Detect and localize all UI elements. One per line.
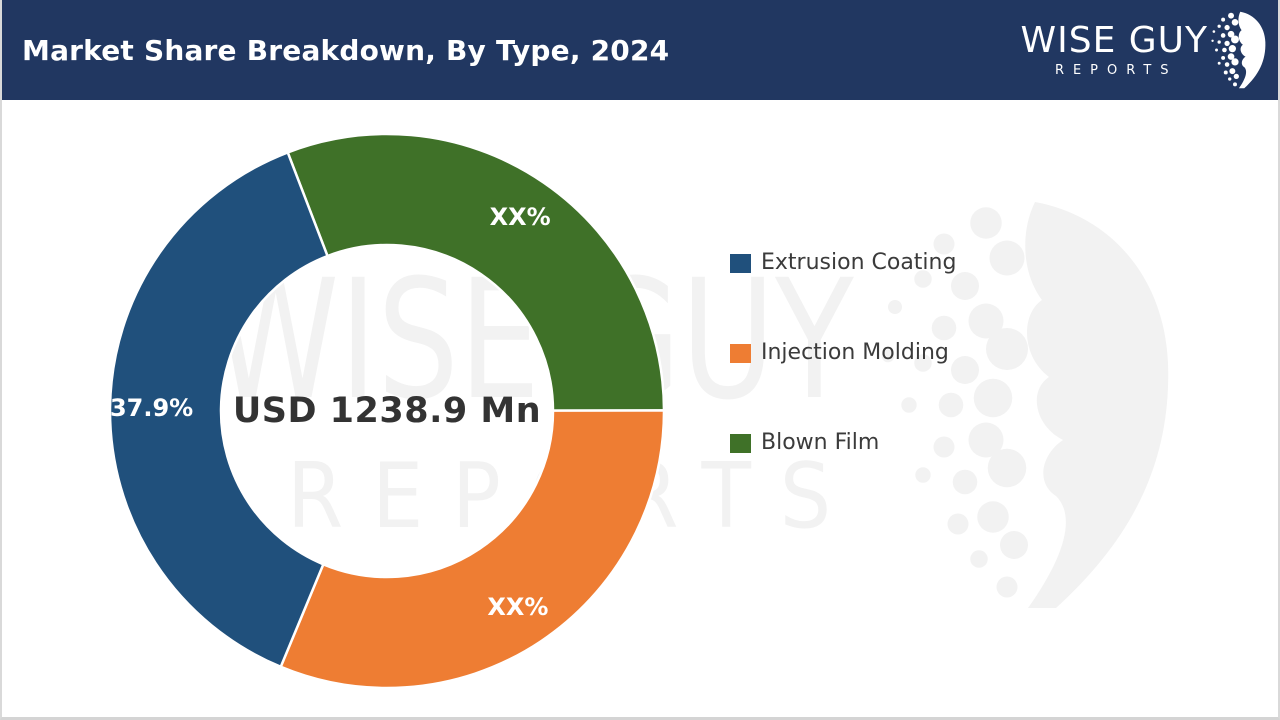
donut-chart: XX% XX% 37.9% xyxy=(108,132,666,690)
donut-segment-injection-molding xyxy=(279,409,666,690)
wiseguy-face-icon xyxy=(1202,10,1268,90)
brand-name: WISE GUY xyxy=(1020,19,1208,61)
header-bar: Market Share Breakdown, By Type, 2024 WI… xyxy=(2,0,1278,100)
legend-swatch-extrusion-coating xyxy=(730,253,751,273)
legend-swatch-injection-molding xyxy=(730,343,751,363)
segment-label-extrusion-coating: 37.9% xyxy=(110,394,193,422)
legend: Extrusion Coating Injection Molding Blow… xyxy=(730,252,956,522)
legend-item: Extrusion Coating xyxy=(730,252,956,274)
legend-label-injection-molding: Injection Molding xyxy=(761,340,949,365)
brand-logo: WISE GUY REPORTS xyxy=(1021,10,1269,90)
legend-item: Injection Molding xyxy=(730,342,956,364)
segment-label-injection-molding: XX% xyxy=(487,593,548,621)
legend-item: Blown Film xyxy=(730,432,956,454)
segment-label-blown-film: XX% xyxy=(490,203,551,231)
legend-label-blown-film: Blown Film xyxy=(761,430,880,455)
donut-segment-blown-film xyxy=(286,132,666,412)
brand-subtitle: REPORTS xyxy=(1054,62,1178,78)
donut-segment-extrusion-coating xyxy=(108,151,329,669)
legend-swatch-blown-film xyxy=(730,433,751,453)
brand-text: WISE GUY REPORTS xyxy=(1020,19,1209,78)
legend-label-extrusion-coating: Extrusion Coating xyxy=(761,250,957,275)
page-title: Market Share Breakdown, By Type, 2024 xyxy=(22,33,670,67)
